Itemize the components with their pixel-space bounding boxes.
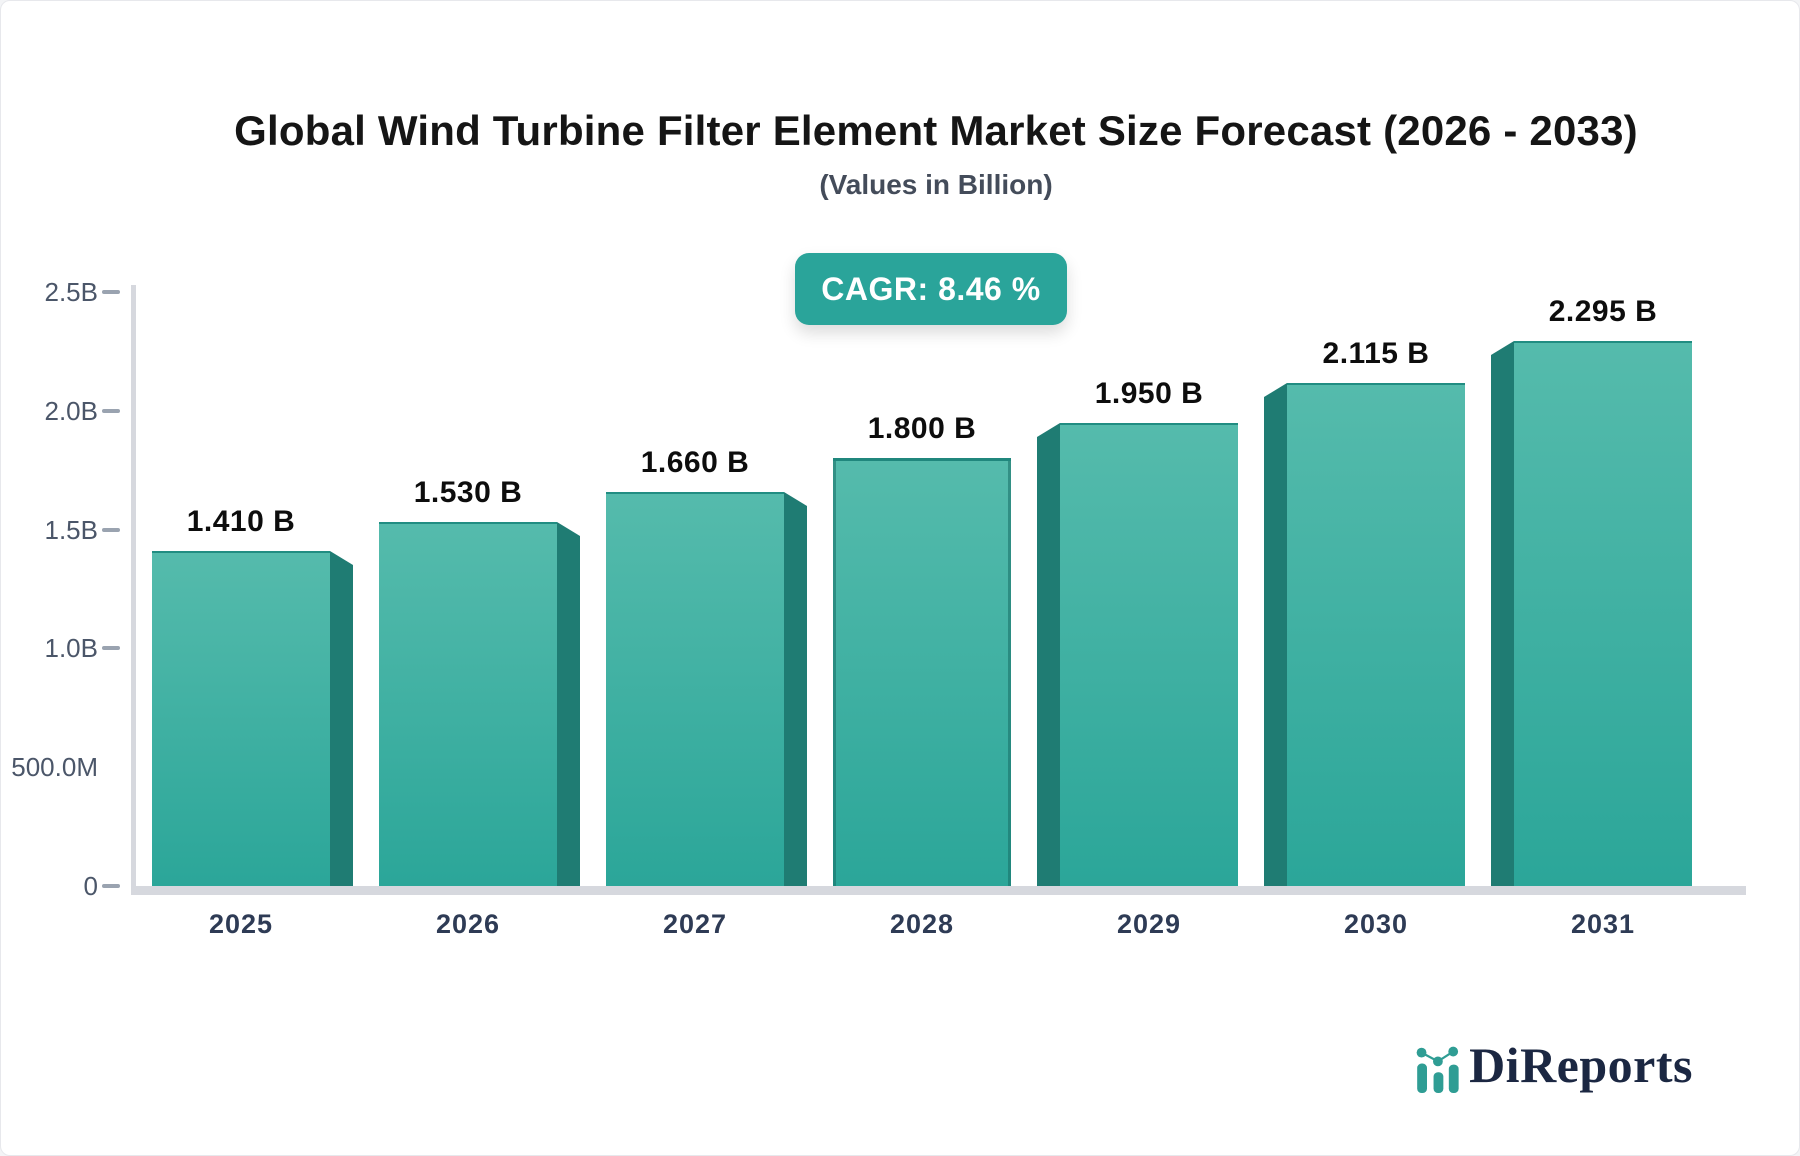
bar-face [152,551,330,886]
x-axis-line [131,886,1746,895]
x-axis-label: 2027 [662,909,728,939]
y-axis-label: 2.5B [44,277,99,307]
bar-face [1060,423,1238,886]
brand-logo: DiReports [1415,1037,1693,1093]
y-axis-label: 500.0M [11,752,98,782]
y-axis-label: 2.0B [44,396,99,426]
bar-3d-side [1491,341,1514,886]
bar-2025 [152,551,353,886]
bar-line-chart-icon [1416,1046,1459,1093]
bar-value-label: 1.410 B [186,505,296,538]
chart-subtitle: (Values in Billion) [819,169,1053,200]
y-axis-tick [102,884,120,888]
bar-value-label: 2.295 B [1548,295,1658,328]
y-axis-line [131,285,136,895]
y-axis-label: 1.0B [44,633,99,663]
bar-2030 [1264,383,1465,886]
bar-face [606,492,784,886]
brand-name: DiReports [1469,1037,1693,1093]
bar-3d-side [784,492,807,886]
y-axis-tick [102,290,120,294]
bar-face [379,522,557,886]
bar-value-label: 2.115 B [1322,337,1430,370]
bar-2026 [379,522,580,886]
bar-value-label: 1.800 B [867,412,977,445]
bar-2031 [1491,341,1692,886]
bar-3d-side [330,551,353,886]
bar-2027 [606,492,807,886]
x-axis-label: 2030 [1343,909,1409,939]
y-axis-tick [102,409,120,413]
x-axis-label: 2028 [889,909,955,939]
bar-3d-side [1037,423,1060,886]
bar-3d-side [557,522,580,886]
cagr-badge: CAGR: 8.46 % [795,253,1067,325]
bar-face [1287,383,1465,886]
bar-2028 [833,458,1011,886]
x-axis-label: 2029 [1116,909,1182,939]
bar-value-label: 1.530 B [413,476,523,509]
x-axis-label: 2031 [1570,909,1636,939]
bar-3d-side [1264,383,1287,886]
bar-value-label: 1.660 B [640,446,750,479]
bar-face [833,458,1011,886]
y-axis-label: 0 [83,871,98,901]
bar-2029 [1037,423,1238,886]
x-axis-label: 2026 [435,909,501,939]
bar-face [1514,341,1692,886]
chart-title: Global Wind Turbine Filter Element Marke… [234,107,1638,154]
y-axis-tick [102,528,120,532]
y-axis-tick [102,646,120,650]
y-axis-label: 1.5B [44,515,99,545]
x-axis-label: 2025 [208,909,274,939]
bar-value-label: 1.950 B [1094,377,1204,410]
